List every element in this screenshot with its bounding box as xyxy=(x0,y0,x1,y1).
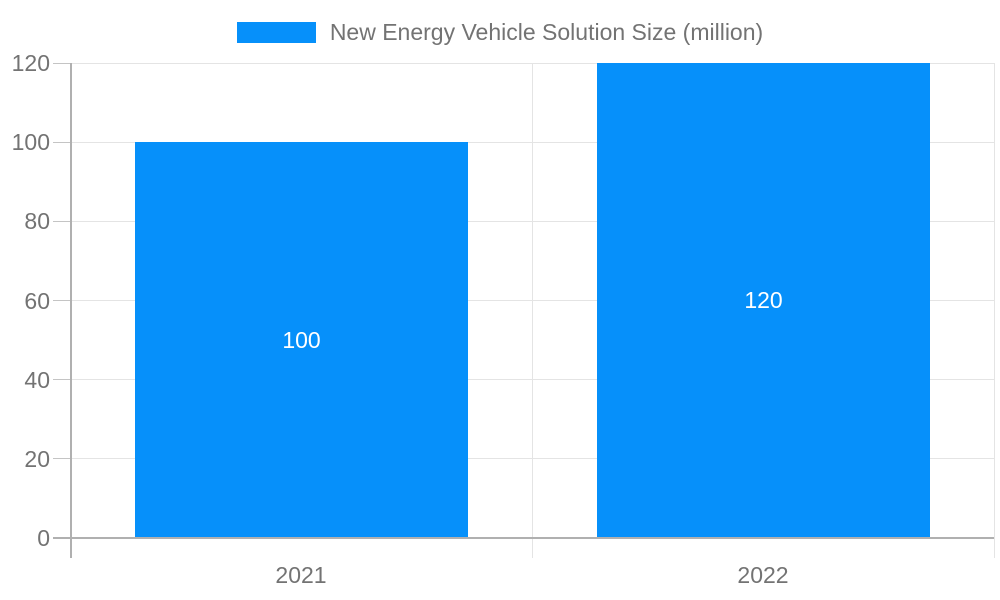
x-axis-line xyxy=(53,537,994,539)
y-axis-line xyxy=(70,63,72,558)
x-tick xyxy=(993,538,995,558)
x-axis-label-2022: 2022 xyxy=(737,562,789,588)
x-axis-label-2021: 2021 xyxy=(275,562,327,588)
legend-label: New Energy Vehicle Solution Size (millio… xyxy=(329,18,764,45)
x-boundary-gridline xyxy=(993,63,995,538)
y-axis-label: 100 xyxy=(11,129,50,156)
x-boundary-gridline xyxy=(531,63,533,538)
y-tick xyxy=(53,62,70,64)
x-tick xyxy=(531,538,533,558)
y-tick xyxy=(53,458,70,460)
y-tick xyxy=(53,379,70,381)
y-tick xyxy=(53,300,70,301)
y-axis-label: 0 xyxy=(37,525,50,551)
bar-2021[interactable]: 100 xyxy=(135,142,468,538)
y-axis-label: 60 xyxy=(24,287,50,314)
y-axis-label: 80 xyxy=(24,208,50,235)
y-tick xyxy=(53,220,70,222)
y-axis-label: 120 xyxy=(11,50,50,76)
bar-2022[interactable]: 120 xyxy=(597,63,930,538)
plot-area: 0 20 40 60 80 100 120 100 2021 120 2022 xyxy=(12,50,995,588)
y-axis-label: 20 xyxy=(24,445,50,472)
bar-value-label: 120 xyxy=(744,287,783,313)
legend-swatch xyxy=(236,21,316,43)
y-axis-label: 40 xyxy=(24,366,50,393)
legend-item[interactable]: New Energy Vehicle Solution Size (millio… xyxy=(0,16,1000,48)
y-tick xyxy=(53,141,70,143)
bar-value-label: 100 xyxy=(282,326,321,353)
